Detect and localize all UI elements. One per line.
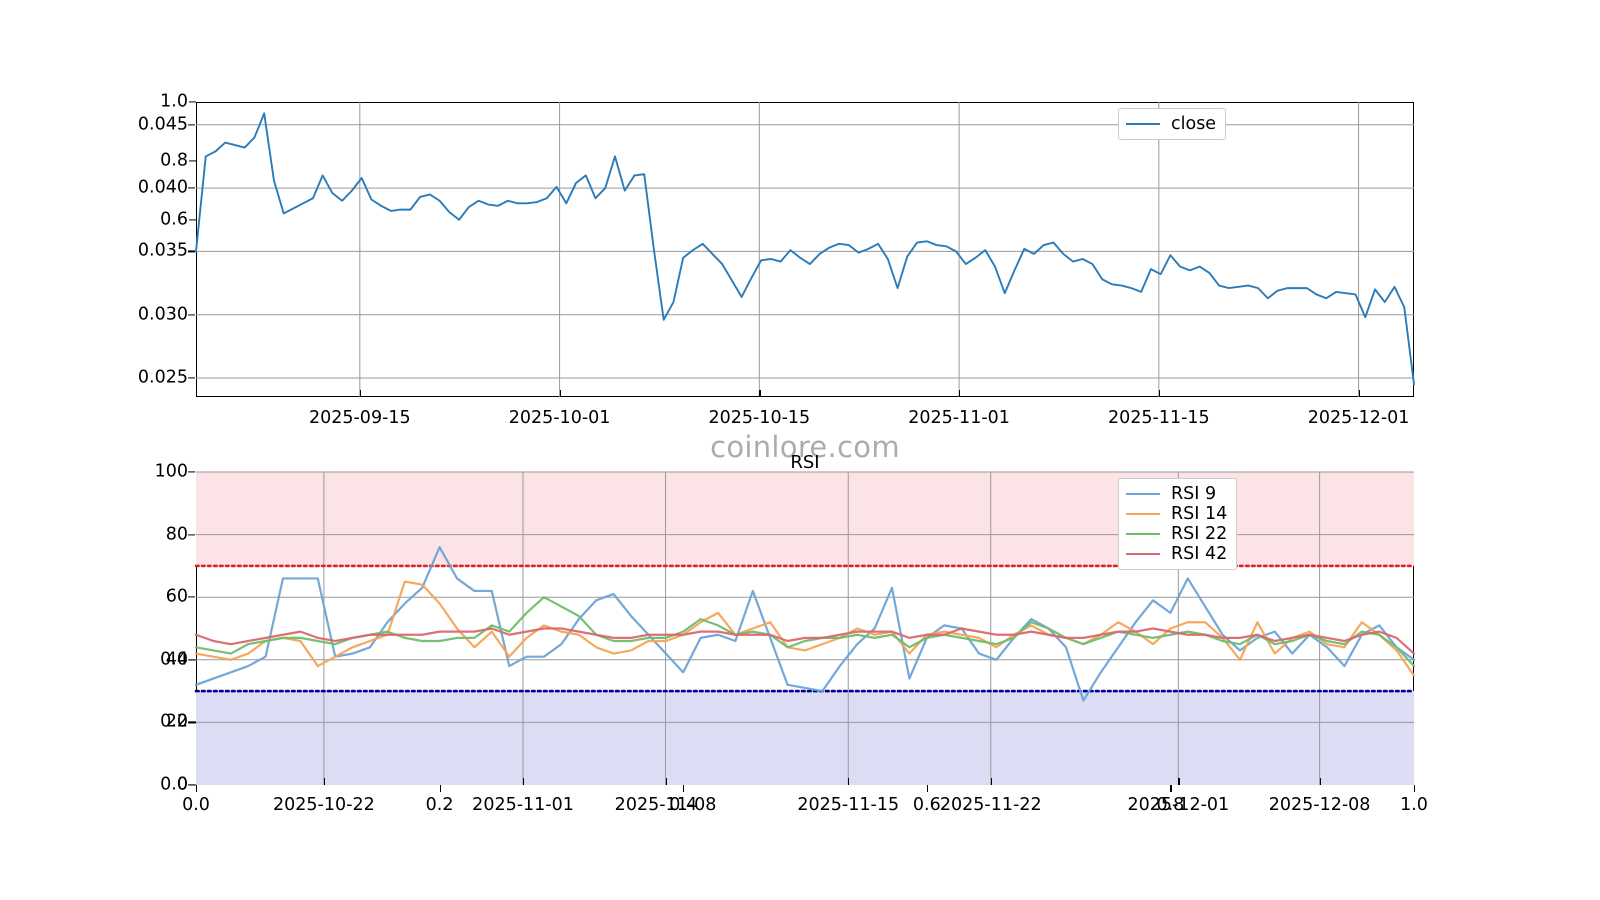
price-x-tick-label: 2025-12-01 <box>1307 408 1410 428</box>
legend-item-label: RSI 14 <box>1171 504 1228 524</box>
rsi-y-tick-label: 60 <box>165 586 188 607</box>
rsi-x-tick-label: 2025-11-15 <box>797 795 900 815</box>
price-y-tick-mark <box>188 377 195 379</box>
rsi-x-unit-tick-mark <box>683 785 685 792</box>
price-y-tick-label: 0.030 <box>137 303 188 324</box>
rsi-y-unit-tick-mark <box>189 721 196 723</box>
legend-item-label: RSI 42 <box>1171 544 1228 564</box>
price-x-tick-mark <box>959 390 961 397</box>
oversold-band <box>196 691 1414 785</box>
rsi-series-line <box>194 596 1416 668</box>
legend-line-swatch <box>1126 513 1160 515</box>
rsi-x-tick-mark <box>665 778 667 785</box>
rsi-x-unit-tick-mark <box>1414 785 1416 792</box>
rsi-y-unit-tick-label: 0.4 <box>160 649 188 670</box>
rsi-x-tick-mark <box>990 778 992 785</box>
rsi-x-tick-mark <box>323 778 326 785</box>
price-y-tick-label: 0.025 <box>137 367 188 388</box>
rsi-x-unit-tick-label: 1.0 <box>1400 795 1428 815</box>
price-y-tick-mark <box>188 187 195 189</box>
legend-line-swatch <box>1126 553 1160 555</box>
price-y-unit-tick-mark <box>189 101 196 103</box>
legend-item-label: RSI 9 <box>1171 484 1217 504</box>
price-x-tick-mark <box>759 390 761 397</box>
rsi-x-unit-tick-mark <box>926 785 928 792</box>
legend-line-swatch <box>1126 123 1160 125</box>
rsi-x-tick-label: 2025-11-22 <box>939 795 1042 815</box>
price-y-unit-tick-label: 1.0 <box>160 91 188 112</box>
rsi-y-unit-tick-mark <box>189 659 196 661</box>
rsi-x-tick-label: 2025-10-22 <box>273 795 375 815</box>
rsi-x-unit-tick-label: 0.8 <box>1156 795 1185 815</box>
price-x-tick-mark <box>359 390 361 397</box>
legend-line-swatch <box>1126 533 1160 535</box>
legend-line-swatch <box>1126 493 1160 495</box>
rsi-x-tick-mark <box>848 778 850 785</box>
price-y-unit-tick-mark <box>189 219 196 221</box>
legend-item-rsi-22[interactable]: RSI 22 <box>1126 524 1227 544</box>
price-y-tick-mark <box>188 250 195 252</box>
rsi-x-unit-tick-mark <box>196 785 198 792</box>
price-y-tick-mark <box>188 314 195 316</box>
rsi-x-tick-label: 2025-11-08 <box>614 795 717 815</box>
price-y-unit-tick-label: 0.8 <box>160 150 188 171</box>
rsi-x-unit-tick-label: 0.4 <box>669 795 698 815</box>
legend-item-close[interactable]: close <box>1126 114 1216 134</box>
price-x-tick-label: 2025-10-01 <box>508 408 611 428</box>
rsi-x-tick-mark <box>523 778 525 785</box>
rsi-series-line <box>194 546 1416 702</box>
price-x-tick-mark <box>1358 390 1360 397</box>
rsi-y-tick-label: 40 <box>165 649 188 670</box>
rsi-legend: RSI 9 RSI 14 RSI 22 RSI 42 <box>1118 478 1238 570</box>
rsi-x-unit-tick-label: 0.2 <box>425 795 454 815</box>
rsi-y-tick-label: 20 <box>165 711 188 732</box>
rsi-y-unit-tick-label: 0.2 <box>160 711 188 732</box>
rsi-y-tick-mark <box>188 534 195 536</box>
price-x-tick-label: 2025-11-15 <box>1107 408 1210 428</box>
rsi-x-tick-label: 2025-11-01 <box>472 795 574 815</box>
legend-item-rsi-42[interactable]: RSI 42 <box>1126 544 1227 564</box>
price-plot-area <box>195 102 1415 397</box>
rsi-x-tick-label: 2025-12-08 <box>1268 795 1371 815</box>
rsi-x-unit-tick-mark <box>439 785 441 792</box>
price-y-unit-tick-label: 0.6 <box>160 209 188 230</box>
price-x-tick-label: 2025-11-01 <box>908 408 1010 428</box>
rsi-y-unit-tick-label: 0.0 <box>160 774 188 795</box>
rsi-y-tick-mark <box>188 596 195 598</box>
rsi-x-unit-tick-label: 0.6 <box>912 795 941 815</box>
rsi-x-tick-label: 2025-12-01 <box>1127 795 1230 815</box>
rsi-x-tick-mark <box>1319 778 1321 785</box>
rsi-y-unit-tick-mark <box>189 784 196 786</box>
rsi-x-unit-tick-label: 0.0 <box>182 795 210 815</box>
price-y-tick-label: 0.040 <box>137 177 188 198</box>
price-x-tick-label: 2025-10-15 <box>708 408 811 428</box>
price-series-line <box>195 112 1415 386</box>
rsi-chart-title: RSI <box>790 452 820 473</box>
legend-item-label: close <box>1171 114 1217 134</box>
price-x-tick-label: 2025-09-15 <box>308 408 411 428</box>
price-y-tick-mark <box>188 124 195 126</box>
rsi-x-tick-mark <box>1178 778 1180 785</box>
price-y-tick-label: 0.045 <box>137 114 188 135</box>
rsi-y-tick-mark <box>188 471 195 473</box>
rsi-x-unit-tick-mark <box>1170 785 1172 792</box>
rsi-y-tick-label: 100 <box>154 461 188 482</box>
legend-item-label: RSI 22 <box>1171 524 1228 544</box>
legend-item-rsi-14[interactable]: RSI 14 <box>1126 504 1227 524</box>
price-x-tick-mark <box>559 390 561 397</box>
rsi-series-line <box>194 627 1416 655</box>
price-legend: close <box>1118 108 1227 140</box>
price-y-tick-label: 0.035 <box>137 240 188 261</box>
price-chart-panel <box>195 102 1415 397</box>
watermark: coinlore.com <box>710 430 900 464</box>
rsi-y-tick-label: 80 <box>165 523 188 544</box>
legend-item-rsi-9[interactable]: RSI 9 <box>1126 484 1227 504</box>
rsi-series-line <box>194 580 1416 677</box>
price-x-tick-mark <box>1158 390 1161 397</box>
price-y-unit-tick-mark <box>189 160 196 162</box>
rsi-y-tick-label: 0 <box>176 774 188 795</box>
